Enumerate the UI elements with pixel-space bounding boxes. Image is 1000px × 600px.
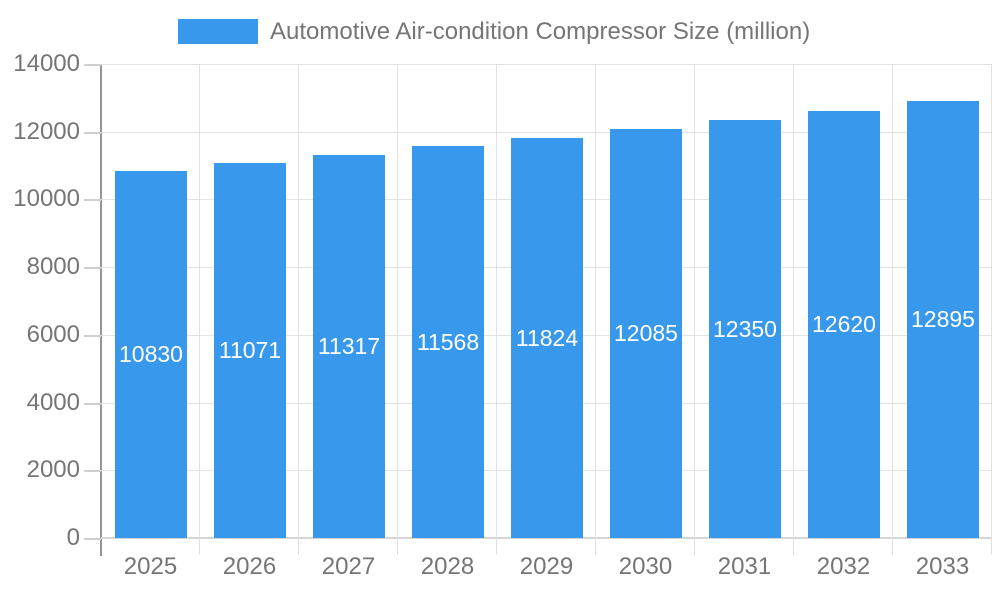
gridline-v xyxy=(595,64,596,538)
gridline-h xyxy=(101,64,992,65)
x-tick-label: 2030 xyxy=(618,553,673,580)
x-tick xyxy=(397,538,398,555)
bar-value-label: 11317 xyxy=(317,333,381,359)
x-tick xyxy=(694,538,695,555)
x-tick xyxy=(892,538,893,555)
y-tick-label: 12000 xyxy=(13,117,80,145)
y-tick-label: 8000 xyxy=(26,253,80,281)
gridline-v xyxy=(991,64,992,538)
x-tick-label: 2026 xyxy=(222,553,277,580)
bar-value-label: 11071 xyxy=(218,337,282,363)
y-tick xyxy=(84,199,101,201)
legend-swatch xyxy=(178,19,258,44)
y-tick xyxy=(84,64,101,66)
gridline-v xyxy=(793,64,794,538)
bar-2028[interactable]: 11568 xyxy=(412,146,484,538)
bar-value-label: 12620 xyxy=(812,311,876,337)
gridline-h xyxy=(101,132,992,133)
x-tick xyxy=(496,538,497,555)
legend[interactable]: Automotive Air-condition Compressor Size… xyxy=(178,17,811,45)
y-tick-label: 0 xyxy=(66,524,80,551)
y-tick-label: 2000 xyxy=(26,456,80,484)
bar-value-label: 11824 xyxy=(515,324,579,351)
legend-title: Automotive Air-condition Compressor Size… xyxy=(270,17,811,45)
gridline-v xyxy=(397,64,398,538)
bar-value-label: 12085 xyxy=(614,320,678,346)
x-tick xyxy=(991,538,992,555)
y-axis-line xyxy=(100,64,102,556)
y-tick xyxy=(84,403,101,405)
x-tick-label: 2033 xyxy=(915,553,970,580)
x-tick xyxy=(199,538,200,555)
bar-2031[interactable]: 12350 xyxy=(709,120,781,538)
gridline-v xyxy=(694,64,695,538)
x-tick-label: 2031 xyxy=(717,553,772,580)
x-tick xyxy=(595,538,596,555)
y-tick-label: 14000 xyxy=(13,50,80,77)
x-tick xyxy=(793,538,794,555)
bar-value-label: 12895 xyxy=(911,306,975,332)
bar-2030[interactable]: 12085 xyxy=(610,129,682,538)
x-tick-label: 2032 xyxy=(816,553,871,580)
bar-2033[interactable]: 12895 xyxy=(907,101,979,538)
y-tick xyxy=(84,132,101,134)
y-tick-label: 4000 xyxy=(26,388,80,416)
bar-value-label: 10830 xyxy=(119,341,183,367)
y-tick-label: 6000 xyxy=(26,320,80,348)
gridline-v xyxy=(496,64,497,538)
x-tick-label: 2028 xyxy=(420,553,475,580)
gridline-h xyxy=(101,537,992,539)
bar-value-label: 11568 xyxy=(416,328,480,355)
x-tick-label: 2025 xyxy=(123,553,178,580)
bar-2027[interactable]: 11317 xyxy=(313,155,385,538)
gridline-v xyxy=(298,64,299,538)
bar-2032[interactable]: 12620 xyxy=(808,111,880,538)
bar-2026[interactable]: 11071 xyxy=(214,163,286,538)
y-tick xyxy=(84,538,101,540)
gridline-v xyxy=(892,64,893,538)
gridline-v xyxy=(199,64,200,538)
x-tick-label: 2029 xyxy=(519,553,574,580)
x-tick xyxy=(298,538,299,555)
y-tick xyxy=(84,335,101,337)
bar-value-label: 12350 xyxy=(713,315,777,342)
bar-2029[interactable]: 11824 xyxy=(511,138,583,538)
y-tick xyxy=(84,470,101,472)
y-tick xyxy=(84,267,101,269)
bar-2025[interactable]: 10830 xyxy=(115,171,187,538)
plot-area: 10830 11071 11317 11568 11824 12085 12350 12620… xyxy=(101,64,992,539)
x-tick-label: 2027 xyxy=(321,553,376,580)
y-tick-label: 10000 xyxy=(13,185,80,213)
